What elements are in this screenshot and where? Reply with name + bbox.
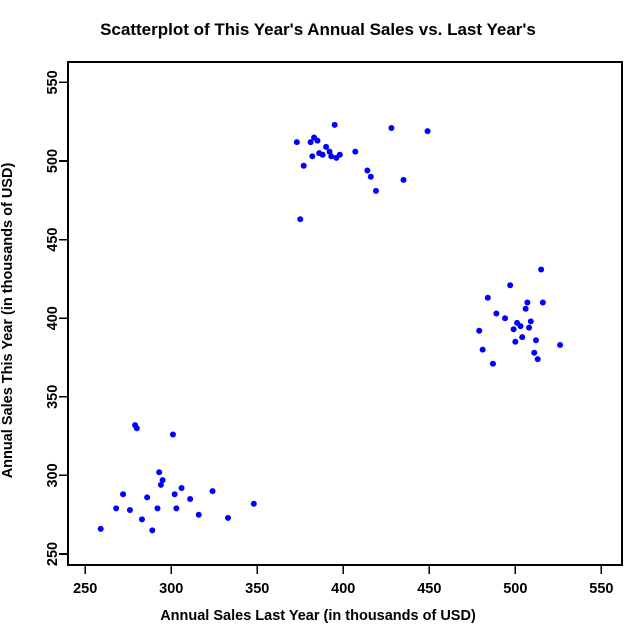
data-point [534,356,541,363]
data-point [507,282,514,289]
data-point [297,216,304,223]
data-point [424,128,431,135]
data-point [314,137,321,144]
data-point [138,516,145,523]
data-point [319,151,326,158]
x-tick-label: 400 [331,581,355,597]
data-point [367,173,374,180]
data-point [517,323,524,330]
page-title: Scatterplot of This Year's Annual Sales … [100,20,536,39]
data-point [209,488,216,495]
data-point [512,338,519,345]
data-point [300,162,307,169]
data-point [527,318,534,325]
data-point [159,477,166,484]
data-point [133,425,140,432]
y-tick-label: 550 [45,70,61,94]
data-point [195,511,202,518]
data-point [484,294,491,301]
data-point [169,431,176,438]
data-point [519,334,526,341]
data-point [120,491,127,498]
data-point [524,299,531,306]
data-point [328,153,335,160]
data-point [352,148,359,155]
data-point [250,500,257,507]
x-tick-label: 250 [73,581,97,597]
x-tick-label: 450 [417,581,441,597]
data-point [225,514,232,521]
data-points-layer [97,121,564,534]
x-tick-label: 500 [503,581,527,597]
data-point [97,525,104,532]
data-point [323,143,330,150]
data-point [531,349,538,356]
y-tick-label: 400 [45,306,61,330]
data-point [326,148,333,155]
data-point [144,494,151,501]
y-tick-label: 450 [45,228,61,252]
data-point [372,187,379,194]
y-tick-label: 500 [45,149,61,173]
data-point [293,139,300,146]
data-point [156,469,163,476]
data-point [157,481,164,488]
data-point [510,326,517,333]
data-point [178,484,185,491]
data-point [364,167,371,174]
data-point [171,491,178,498]
data-point [539,299,546,306]
data-point [526,324,533,331]
data-point [489,360,496,367]
data-point [502,315,509,322]
data-point [522,305,529,312]
data-point [476,327,483,334]
data-point [493,310,500,317]
data-point [400,176,407,183]
data-point [149,527,156,534]
x-tick-label: 550 [589,581,613,597]
data-point [154,505,161,512]
plot-frame [67,61,623,566]
data-point [113,505,120,512]
data-point [307,139,314,146]
data-point [331,121,338,128]
data-point [557,341,564,348]
data-point [479,346,486,353]
y-tick-label: 350 [45,385,61,409]
y-tick-label: 250 [45,542,61,566]
data-point [173,505,180,512]
data-point [388,125,395,132]
data-point [532,337,539,344]
data-point [187,495,194,502]
x-axis-label: Annual Sales Last Year (in thousands of … [160,608,476,624]
data-point [336,151,343,158]
y-tick-label: 300 [45,463,61,487]
data-point [538,266,545,273]
data-point [126,506,133,513]
axes: 250 300 350 400 450 500 550 250 300 350 400 450 500 5… [45,61,623,597]
data-point [309,153,316,160]
x-tick-label: 350 [245,581,269,597]
x-tick-label: 300 [159,581,183,597]
